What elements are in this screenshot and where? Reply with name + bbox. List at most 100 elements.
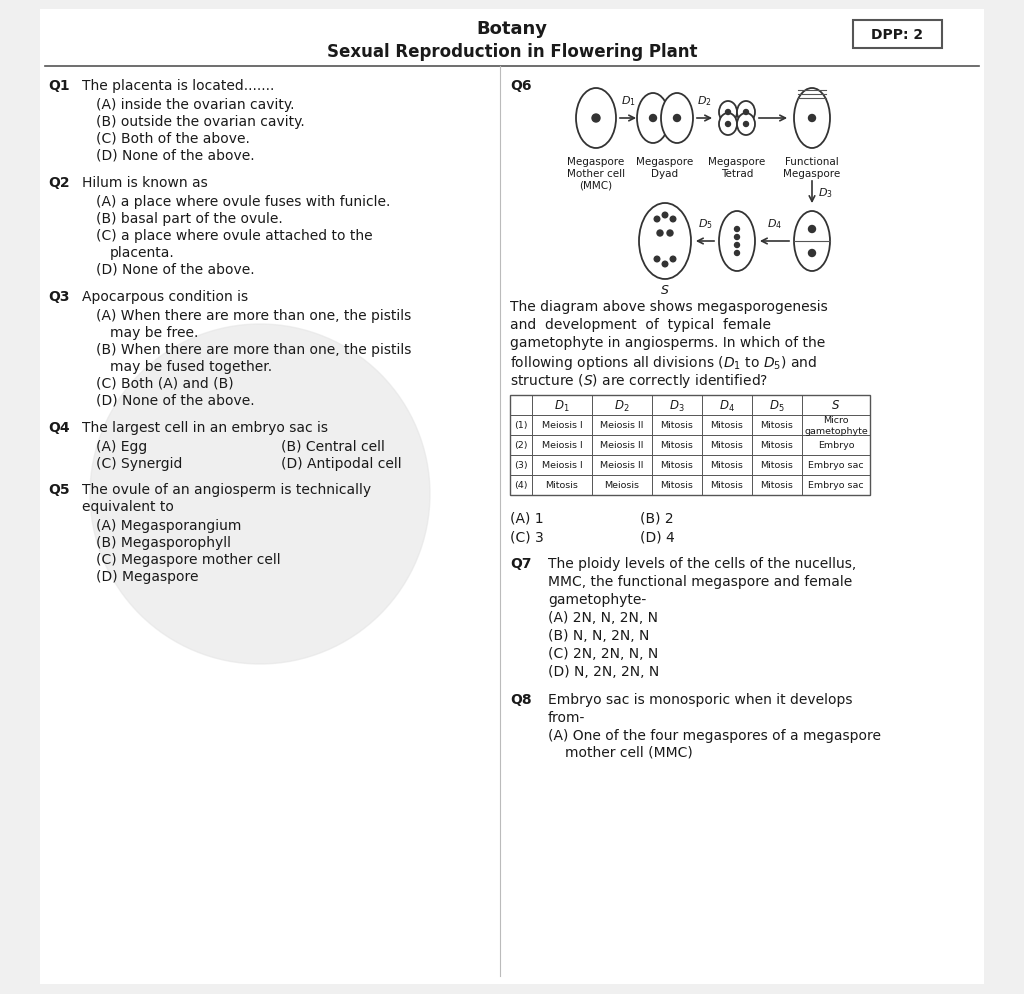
Text: (D) 4: (D) 4 <box>640 531 675 545</box>
Text: Meiosis I: Meiosis I <box>542 421 583 430</box>
Text: $D_1$: $D_1$ <box>554 398 569 414</box>
Circle shape <box>743 110 749 115</box>
Text: Q6: Q6 <box>510 79 531 92</box>
Text: (B) 2: (B) 2 <box>640 512 674 526</box>
Text: (D) Megaspore: (D) Megaspore <box>96 570 199 583</box>
Circle shape <box>654 256 659 262</box>
Text: The placenta is located.......: The placenta is located....... <box>82 79 274 92</box>
Text: Meiosis II: Meiosis II <box>600 461 644 470</box>
Text: Mitosis: Mitosis <box>660 481 693 490</box>
Text: (B) outside the ovarian cavity.: (B) outside the ovarian cavity. <box>96 115 305 129</box>
Text: MMC, the functional megaspore and female: MMC, the functional megaspore and female <box>548 575 852 588</box>
Text: Botany: Botany <box>476 20 548 38</box>
Ellipse shape <box>662 93 693 144</box>
Text: (D) None of the above.: (D) None of the above. <box>96 149 255 163</box>
Text: Q4: Q4 <box>48 420 70 434</box>
Text: placenta.: placenta. <box>110 246 175 259</box>
Circle shape <box>725 122 730 127</box>
Ellipse shape <box>794 88 830 149</box>
Circle shape <box>734 236 739 241</box>
Text: $D_2$: $D_2$ <box>697 94 712 108</box>
Circle shape <box>90 325 430 664</box>
Text: Hilum is known as: Hilum is known as <box>82 176 208 190</box>
Ellipse shape <box>737 102 755 124</box>
Text: Mitosis: Mitosis <box>711 461 743 470</box>
Text: Embryo sac: Embryo sac <box>808 461 864 470</box>
Text: (2): (2) <box>514 441 527 450</box>
Text: Apocarpous condition is: Apocarpous condition is <box>82 289 248 304</box>
Text: (B) N, N, 2N, N: (B) N, N, 2N, N <box>548 628 649 642</box>
Text: equivalent to: equivalent to <box>82 500 174 514</box>
Text: Embryo sac is monosporic when it develops: Embryo sac is monosporic when it develop… <box>548 692 853 707</box>
Text: Embryo sac: Embryo sac <box>808 481 864 490</box>
Text: (A) When there are more than one, the pistils: (A) When there are more than one, the pi… <box>96 309 412 323</box>
Circle shape <box>663 262 668 267</box>
Text: Mitosis: Mitosis <box>660 441 693 450</box>
Ellipse shape <box>719 114 737 136</box>
Text: Sexual Reproduction in Flowering Plant: Sexual Reproduction in Flowering Plant <box>327 43 697 61</box>
Text: $D_5$: $D_5$ <box>697 217 713 231</box>
Text: (D) None of the above.: (D) None of the above. <box>96 394 255 408</box>
Text: (A) a place where ovule fuses with funicle.: (A) a place where ovule fuses with funic… <box>96 195 390 209</box>
Text: from-: from- <box>548 711 586 725</box>
Text: Megaspore
Tetrad: Megaspore Tetrad <box>709 157 766 178</box>
Text: gametophyte-: gametophyte- <box>548 592 646 606</box>
Text: Meiosis I: Meiosis I <box>542 441 583 450</box>
Text: Meiosis II: Meiosis II <box>600 441 644 450</box>
Ellipse shape <box>737 114 755 136</box>
Text: (D) None of the above.: (D) None of the above. <box>96 262 255 276</box>
Text: (C) Synergid: (C) Synergid <box>96 456 182 470</box>
Ellipse shape <box>794 212 830 271</box>
Text: Q7: Q7 <box>510 557 531 571</box>
Text: (C) a place where ovule attached to the: (C) a place where ovule attached to the <box>96 229 373 243</box>
Text: Mitosis: Mitosis <box>546 481 579 490</box>
Text: (C) Both of the above.: (C) Both of the above. <box>96 132 250 146</box>
Ellipse shape <box>637 93 669 144</box>
Text: Q5: Q5 <box>48 482 70 496</box>
Circle shape <box>649 115 656 122</box>
Text: (B) Central cell: (B) Central cell <box>281 439 385 453</box>
Text: $D_1$: $D_1$ <box>621 94 636 108</box>
Circle shape <box>809 115 815 122</box>
Text: $S$: $S$ <box>831 400 841 413</box>
Text: (B) When there are more than one, the pistils: (B) When there are more than one, the pi… <box>96 343 412 357</box>
Circle shape <box>809 227 815 234</box>
Circle shape <box>725 110 730 115</box>
Text: DPP: 2: DPP: 2 <box>871 28 923 42</box>
Text: The ovule of an angiosperm is technically: The ovule of an angiosperm is technicall… <box>82 482 371 496</box>
Ellipse shape <box>575 88 616 149</box>
Text: (4): (4) <box>514 481 527 490</box>
Ellipse shape <box>719 102 737 124</box>
Text: (B) Megasporophyll: (B) Megasporophyll <box>96 536 231 550</box>
Circle shape <box>674 115 681 122</box>
Text: Mitosis: Mitosis <box>761 421 794 430</box>
Text: (D) N, 2N, 2N, N: (D) N, 2N, 2N, N <box>548 664 659 678</box>
Text: Mitosis: Mitosis <box>711 441 743 450</box>
Text: Megaspore
Dyad: Megaspore Dyad <box>636 157 693 178</box>
Text: may be fused together.: may be fused together. <box>110 360 272 374</box>
Text: (A) Egg: (A) Egg <box>96 439 147 453</box>
Text: Q1: Q1 <box>48 79 70 92</box>
Text: $S$: $S$ <box>660 283 670 296</box>
Text: Mitosis: Mitosis <box>711 421 743 430</box>
Circle shape <box>734 228 739 233</box>
Text: Mitosis: Mitosis <box>761 461 794 470</box>
Text: Meiosis: Meiosis <box>604 481 640 490</box>
Text: (A) 2N, N, 2N, N: (A) 2N, N, 2N, N <box>548 610 658 624</box>
Text: $D_3$: $D_3$ <box>670 398 685 414</box>
FancyBboxPatch shape <box>853 21 942 49</box>
Circle shape <box>743 122 749 127</box>
Circle shape <box>734 251 739 256</box>
Ellipse shape <box>639 204 691 279</box>
Bar <box>510 396 870 495</box>
Text: gametophyte in angiosperms. In which of the: gametophyte in angiosperms. In which of … <box>510 336 825 350</box>
Text: $D_4$: $D_4$ <box>719 398 735 414</box>
Text: (C) Both (A) and (B): (C) Both (A) and (B) <box>96 377 233 391</box>
Circle shape <box>734 244 739 248</box>
Text: (A) 1: (A) 1 <box>510 512 544 526</box>
Text: (A) inside the ovarian cavity.: (A) inside the ovarian cavity. <box>96 97 295 112</box>
Text: Embryo: Embryo <box>818 441 854 450</box>
Text: Mitosis: Mitosis <box>761 441 794 450</box>
Text: The ploidy levels of the cells of the nucellus,: The ploidy levels of the cells of the nu… <box>548 557 856 571</box>
Text: (A) One of the four megaspores of a megaspore: (A) One of the four megaspores of a mega… <box>548 729 881 743</box>
